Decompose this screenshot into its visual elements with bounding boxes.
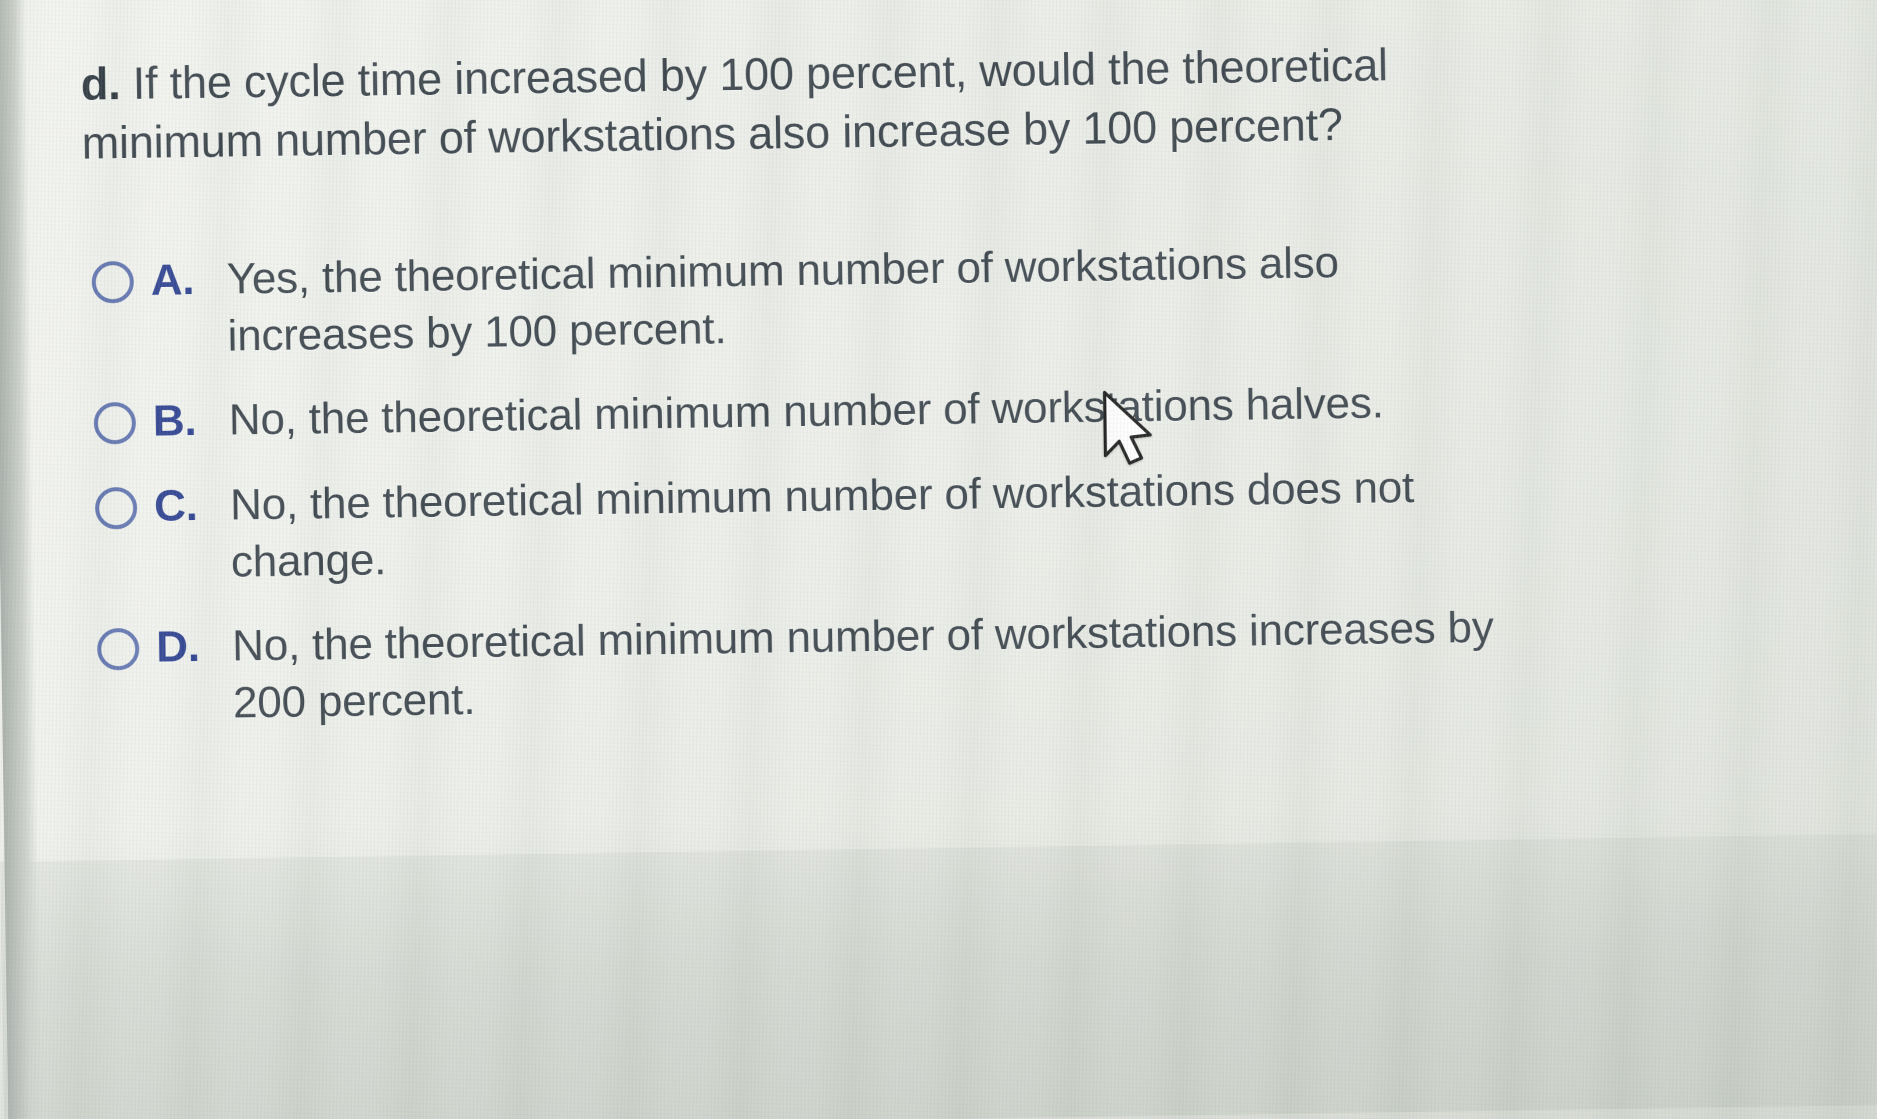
question-text: If the cycle time increased by 100 perce… xyxy=(81,39,1389,170)
option-d-label[interactable]: No, the theoretical minimum number of wo… xyxy=(231,602,1494,728)
question-prompt: d. If the cycle time increased by 100 pe… xyxy=(80,34,1502,174)
radio-unchecked-icon[interactable] xyxy=(91,260,135,304)
option-b-label[interactable]: No, the theoretical minimum number of wo… xyxy=(228,378,1385,445)
option-d-letter: D. xyxy=(155,621,200,672)
option-d[interactable]: D. No, the theoretical minimum number of… xyxy=(96,597,1599,734)
option-c[interactable]: C. No, the theoretical minimum number of… xyxy=(94,456,1597,593)
option-a-letter: A. xyxy=(150,255,195,305)
option-a[interactable]: A. Yes, the theoretical minimum number o… xyxy=(91,230,1593,367)
option-b[interactable]: B. No, the theoretical minimum number of… xyxy=(93,372,1594,451)
option-b-letter: B. xyxy=(152,396,197,447)
question-label: d. xyxy=(80,58,121,110)
radio-unchecked-icon[interactable] xyxy=(93,402,137,445)
answer-options-list: A. Yes, the theoretical minimum number o… xyxy=(91,230,1598,761)
option-c-letter: C. xyxy=(153,480,198,531)
option-a-label[interactable]: Yes, the theoretical minimum number of w… xyxy=(226,238,1340,361)
radio-unchecked-icon[interactable] xyxy=(96,627,140,671)
option-c-label[interactable]: No, the theoretical minimum number of wo… xyxy=(229,462,1415,587)
radio-unchecked-icon[interactable] xyxy=(94,486,138,530)
